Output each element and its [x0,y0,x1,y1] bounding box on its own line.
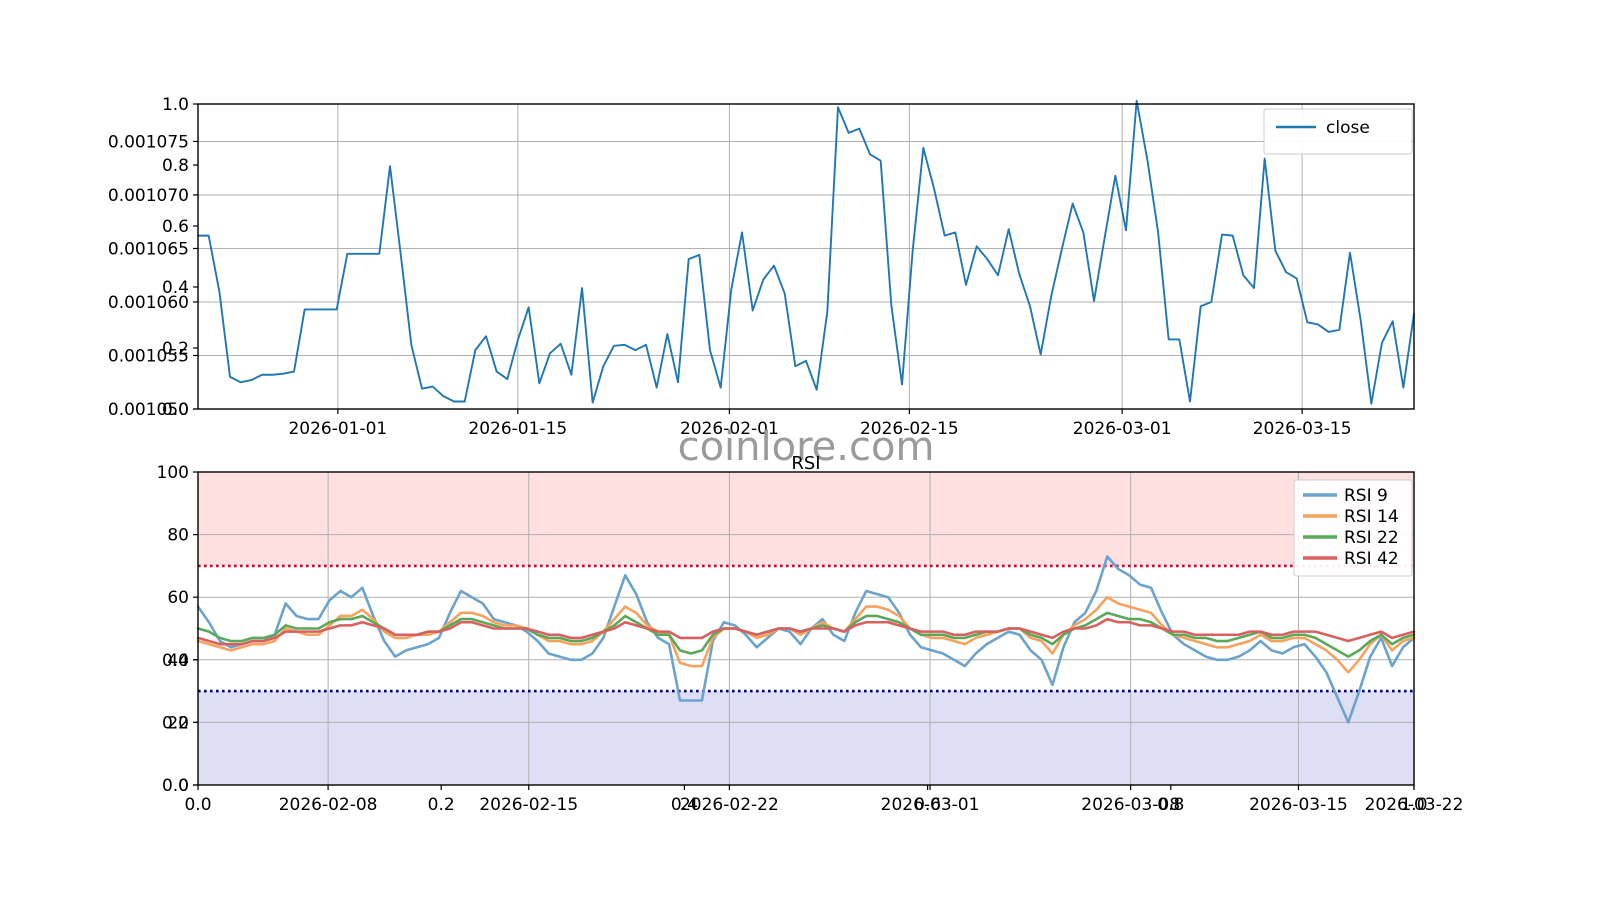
price-xtick-label: 2026-01-01 [288,419,387,439]
price-secondary-ytick-label: 0.0 [162,400,189,420]
price-legend-label: close [1326,118,1370,138]
rsi-legend-label: RSI 9 [1344,486,1388,506]
price-xtick-label: 2026-02-15 [860,419,959,439]
rsi-legend-label: RSI 42 [1344,549,1399,569]
rsi-xtick-label: 2026-02-15 [479,795,578,815]
rsi-secondary-xtick-label: 0.6 [914,795,941,815]
rsi-xtick-label: 2026-02-22 [680,795,779,815]
rsi-ytick-label: 60 [167,588,189,608]
rsi-secondary-xtick-label: 0.8 [1157,795,1184,815]
price-ytick-label: 0.001050 [108,400,189,420]
price-ytick-label: 0.001075 [108,132,189,152]
rsi-xtick-label: 2026-03-01 [881,795,980,815]
price-secondary-ytick-label: 0.4 [162,278,189,298]
rsi-chart-title: RSI [791,453,820,474]
rsi-ytick-label: 100 [157,463,189,483]
rsi-secondary-xtick-label: 0.0 [184,795,211,815]
rsi-xtick-label: 2026-03-15 [1249,795,1348,815]
price-xtick-label: 2026-03-01 [1073,419,1172,439]
price-xtick-label: 2026-02-01 [680,419,779,439]
rsi-legend-box [1293,479,1413,577]
rsi-band-overbought [198,472,1414,566]
price-series-close [197,99,1415,405]
rsi-band-oversold [198,691,1414,785]
watermark-coinlore: coinlore.com [678,424,935,470]
rsi-ytick-label: 0 [178,776,189,796]
price-axes-frame [197,103,1415,410]
rsi-secondary-ytick-label: 0.0 [162,776,189,796]
rsi-series-rsi-14 [196,595,1416,674]
price-chart: 0.001050 0.001055 0.001060 0.001065 0.001070… [108,95,1415,439]
price-secondary-ytick-label: 0.2 [162,339,189,359]
price-ytick-label: 0.001055 [108,346,189,366]
rsi-legend-label: RSI 22 [1344,528,1399,548]
rsi-secondary-xtick-label: 0.4 [671,795,698,815]
rsi-xtick-label: 2026-03-22 [1365,795,1464,815]
price-ytick-label: 0.001070 [108,186,189,206]
price-ytick-label: 0.001065 [108,239,189,259]
price-secondary-ytick-label: 0.6 [162,217,189,237]
price-legend: close [1263,108,1413,155]
price-secondary-ytick-label: 0.8 [162,156,189,176]
rsi-series-rsi-42 [196,617,1416,646]
rsi-ytick-label: 20 [167,713,189,733]
price-xtick-label: 2026-01-15 [468,419,567,439]
price-ytick-label: 0.001060 [108,293,189,313]
rsi-legend-label: RSI 14 [1344,507,1399,527]
price-xtick-label: 2026-03-15 [1253,419,1352,439]
rsi-secondary-xtick-label: 0.2 [428,795,455,815]
rsi-secondary-xtick-label: 1.0 [1400,795,1427,815]
rsi-xtick-label: 2026-03-08 [1081,795,1180,815]
rsi-series-rsi-9 [196,555,1416,724]
rsi-ytick-label: 40 [167,651,189,671]
price-legend-box [1263,108,1413,155]
rsi-chart: 0 20 40 60 80 100 0.0 0.2 0.4 2026-02-08 2026-02-1… [157,463,1464,815]
rsi-xtick-label: 2026-02-08 [279,795,378,815]
rsi-ytick-label: 80 [167,526,189,546]
rsi-secondary-ytick-label: 0.2 [162,713,189,733]
rsi-axes-frame [197,471,1415,786]
price-secondary-ytick-label: 1.0 [162,95,189,115]
rsi-secondary-ytick-label: 0.4 [162,651,189,671]
